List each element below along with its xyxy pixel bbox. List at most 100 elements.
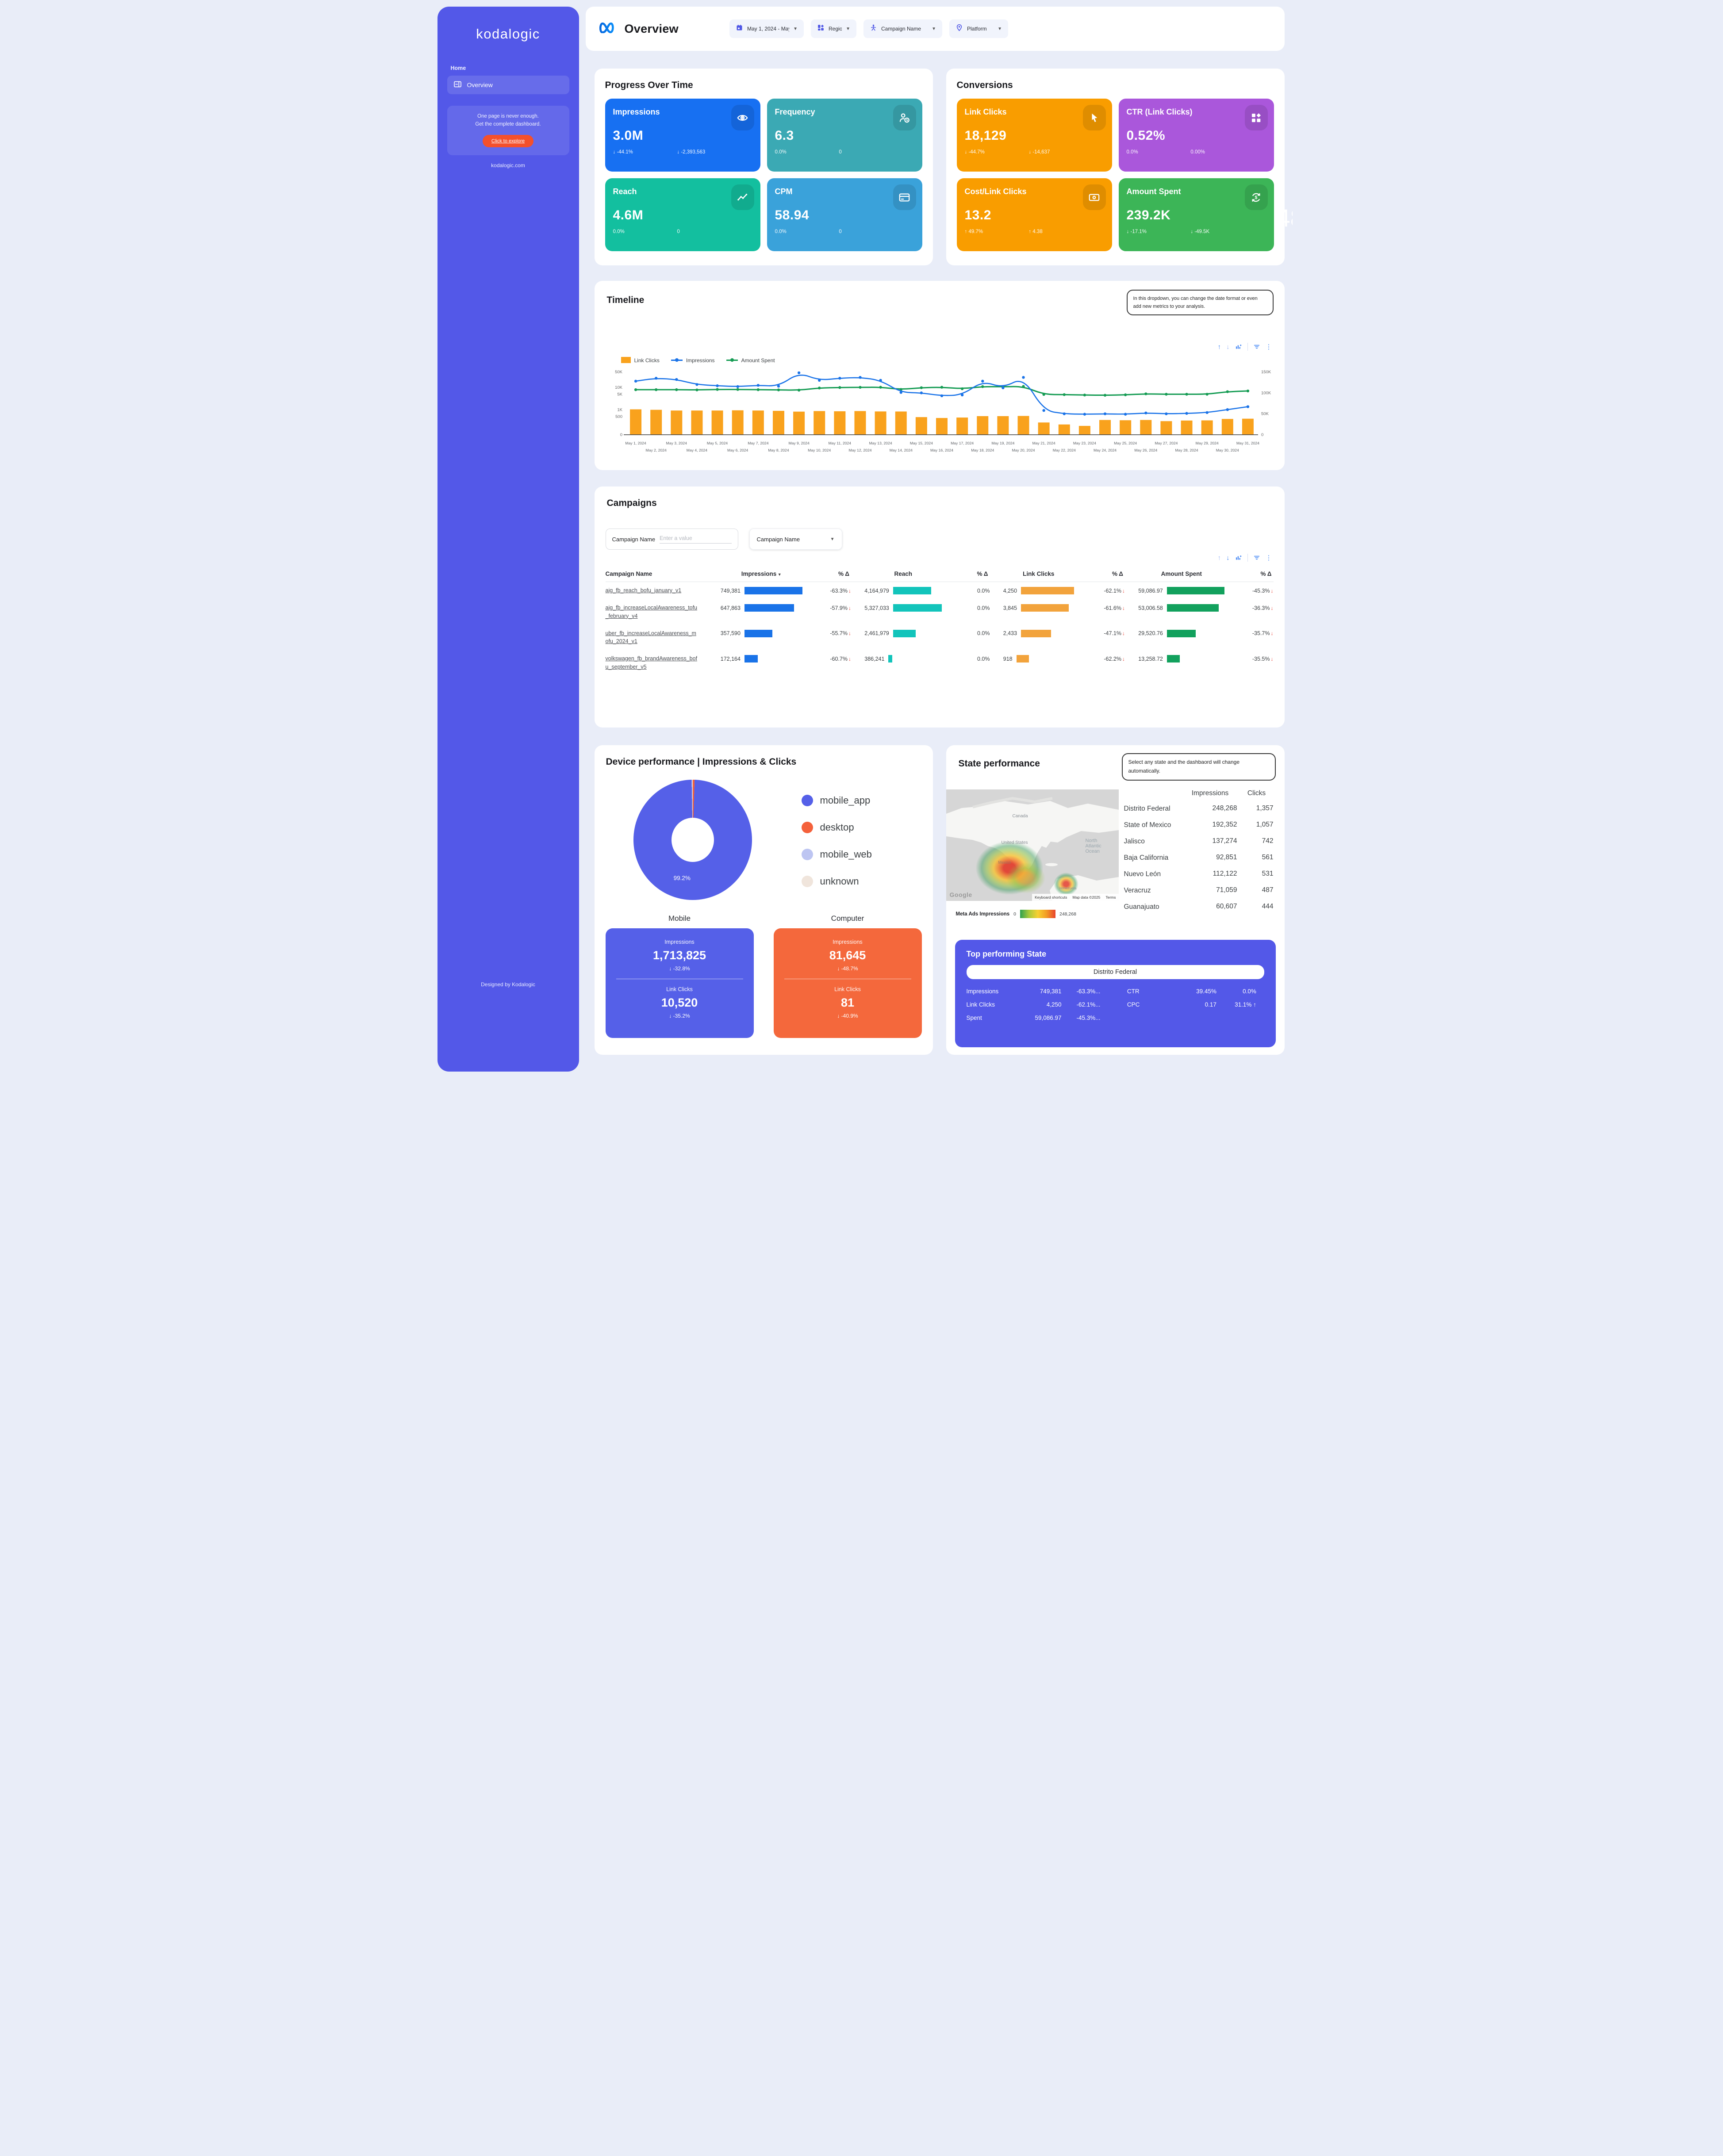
device-metrics-card[interactable]: Impressions 1,713,825 ↓ -32.8% Link Clicks 1… (605, 928, 754, 1038)
metric-value: 4,250 (1046, 1001, 1062, 1008)
filter-icon[interactable] (1253, 554, 1260, 561)
device-metrics-card[interactable]: Impressions 81,645 ↓ -48.7% Link Clicks 81 ↓ … (773, 928, 922, 1038)
more-vert-icon[interactable]: ⋮ (1265, 343, 1272, 351)
kpi-card-cpm[interactable]: CPM 58.94 0.0% 0 (767, 178, 922, 251)
sidebar-item-overview[interactable]: Overview (447, 76, 569, 94)
state-row[interactable]: Distrito Federal 248,268 1,357 (1124, 801, 1274, 817)
state-row[interactable]: Baja California 92,851 561 (1124, 850, 1274, 866)
campaign-name-link[interactable]: aig_fb_reach_bofu_january_v1 (605, 587, 682, 594)
sort-descending-icon[interactable]: ↓ (1226, 343, 1230, 351)
bar-link-clicks[interactable] (1201, 420, 1213, 435)
kpi-card-ctr-link-clicks-[interactable]: CTR (Link Clicks) 0.52% 0.0% 0.00% (1118, 99, 1274, 172)
bar-link-clicks[interactable] (1017, 416, 1029, 435)
bar-link-clicks[interactable] (1221, 419, 1233, 435)
bar-link-clicks[interactable] (711, 410, 723, 435)
platform-filter[interactable]: Platform ▼ (949, 19, 1008, 38)
map-attribution-link[interactable]: Terms (1103, 894, 1119, 901)
filter-input-placeholder[interactable]: Enter a value (660, 535, 732, 544)
kpi-delta-absolute: ↓ -49.5K (1190, 229, 1210, 234)
line-impressions[interactable] (635, 375, 1248, 415)
filter-icon[interactable] (1253, 343, 1260, 350)
bar-link-clicks[interactable] (1038, 422, 1050, 435)
more-vert-icon[interactable]: ⋮ (1265, 554, 1272, 562)
kpi-card-frequency[interactable]: Frequency 6.3 0.0% 0 (767, 99, 922, 172)
bar-link-clicks[interactable] (997, 416, 1009, 435)
bar-link-clicks[interactable] (772, 410, 784, 435)
column-header[interactable]: Campaign Name (605, 571, 652, 577)
click-to-explore-button[interactable]: Click to explore (482, 134, 534, 147)
bar-link-clicks[interactable] (793, 411, 805, 435)
column-header[interactable]: Amount Spent (1161, 571, 1202, 577)
campaign-name-link[interactable]: volkswagen_fb_brandAwareness_bofu_septem… (605, 655, 698, 670)
heat-legend-label: Meta Ads Impressions (956, 911, 1010, 917)
bar-link-clicks[interactable] (854, 411, 866, 435)
column-header[interactable]: % Δ (1260, 571, 1272, 577)
site-link[interactable]: kodalogic.com (491, 162, 525, 168)
kpi-card-cost-link-clicks[interactable]: Cost/Link Clicks 13.2 ↑ 49.7% ↑ 4.38 (956, 178, 1112, 251)
campaign-name-dropdown[interactable]: Campaign Name ▼ (749, 528, 842, 550)
campaign-name-link[interactable]: aig_fb_increaseLocalAwareness_tofu_febru… (605, 605, 698, 619)
bar-link-clicks[interactable] (1160, 421, 1172, 435)
state-row[interactable]: Guanajuato 60,607 444 (1124, 899, 1274, 915)
bar-link-clicks[interactable] (1140, 420, 1151, 435)
device-donut-chart[interactable]: 99.2% (633, 780, 752, 900)
column-header-impressions[interactable]: Impressions (1191, 789, 1229, 797)
sort-descending-icon[interactable]: ↓ (1226, 554, 1230, 562)
add-chart-icon[interactable] (1235, 554, 1242, 561)
column-header[interactable]: % Δ (838, 571, 849, 577)
bar-link-clicks[interactable] (732, 410, 744, 435)
bar-link-clicks[interactable] (1078, 425, 1090, 435)
column-header-clicks[interactable]: Clicks (1247, 789, 1266, 797)
state-row[interactable]: Jalisco 137,274 742 (1124, 834, 1274, 850)
top-state-selector[interactable]: Distrito Federal (966, 965, 1264, 979)
kpi-card-reach[interactable]: Reach 4.6M 0.0% 0 (605, 178, 760, 251)
region-filter[interactable]: Region ▼ (810, 19, 856, 38)
column-header[interactable]: Impressions ▼ (741, 571, 782, 577)
campaign-name-filter-input[interactable]: Campaign Name Enter a value (605, 528, 738, 550)
bar-link-clicks[interactable] (752, 410, 764, 435)
bar-link-clicks[interactable] (875, 411, 886, 435)
bar-link-clicks[interactable] (691, 410, 702, 435)
bar-link-clicks[interactable] (895, 411, 907, 435)
campaign-name-link[interactable]: uber_fb_increaseLocalAwareness_mofu_2024… (605, 630, 696, 645)
column-header[interactable]: % Δ (977, 571, 988, 577)
map-attribution-link[interactable]: Keyboard shortcuts (1032, 894, 1070, 901)
bar-link-clicks[interactable] (976, 416, 988, 435)
impressions-cell: 749,381 (721, 586, 802, 595)
bar-link-clicks[interactable] (813, 411, 825, 435)
bar-link-clicks[interactable] (670, 410, 682, 435)
bar-link-clicks[interactable] (1181, 420, 1193, 435)
map-label: United States (1001, 840, 1028, 845)
geo-heatmap[interactable]: Canada United States Mexico Venezuela North … (946, 789, 1119, 901)
bar-link-clicks[interactable] (1242, 418, 1254, 435)
bar-link-clicks[interactable] (1119, 420, 1131, 435)
sort-ascending-icon[interactable]: ↑ (1217, 343, 1221, 351)
metric-value: 29,520.76 (1138, 630, 1163, 636)
kpi-card-impressions[interactable]: Impressions 3.0M ↓ -44.1% ↓ -2,393,563 (605, 99, 760, 172)
bar-link-clicks[interactable] (1099, 420, 1111, 435)
map-attribution-link[interactable]: Map data ©2025 (1070, 894, 1103, 901)
bar-link-clicks[interactable] (1058, 424, 1070, 435)
state-row[interactable]: Nuevo León 112,122 531 (1124, 866, 1274, 883)
line-amount-spent[interactable] (635, 386, 1248, 396)
kpi-card-link-clicks[interactable]: Link Clicks 18,129 ↓ -44.7% ↓ -14,637 (956, 99, 1112, 172)
bar-link-clicks[interactable] (629, 409, 641, 435)
bar-link-clicks[interactable] (833, 411, 845, 435)
column-header[interactable]: % Δ (1112, 571, 1123, 577)
bar-link-clicks[interactable] (915, 417, 927, 435)
arrow-down-icon: ↓ (848, 655, 851, 662)
bar-link-clicks[interactable] (650, 410, 662, 435)
kpi-card-amount-spent[interactable]: Amount Spent $239.2K ↓ -17.1% ↓ -49.5K (1118, 178, 1274, 251)
add-chart-icon[interactable] (1235, 343, 1242, 350)
sort-ascending-icon[interactable]: ↑ (1217, 554, 1221, 562)
date-range-filter[interactable]: May 1, 2024 - May 31 ▼ (729, 19, 804, 38)
state-row[interactable]: Veracruz 71,059 487 (1124, 883, 1274, 899)
state-row[interactable]: State of Mexico 192,352 1,057 (1124, 817, 1274, 834)
bar-link-clicks[interactable] (956, 417, 968, 435)
campaign-name-filter[interactable]: Campaign Name ▼ (863, 19, 942, 38)
state-clicks: 1,057 (1256, 820, 1274, 828)
bar-link-clicks[interactable] (936, 418, 948, 435)
column-header[interactable]: Reach (894, 571, 913, 577)
column-header[interactable]: Link Clicks (1023, 571, 1055, 577)
